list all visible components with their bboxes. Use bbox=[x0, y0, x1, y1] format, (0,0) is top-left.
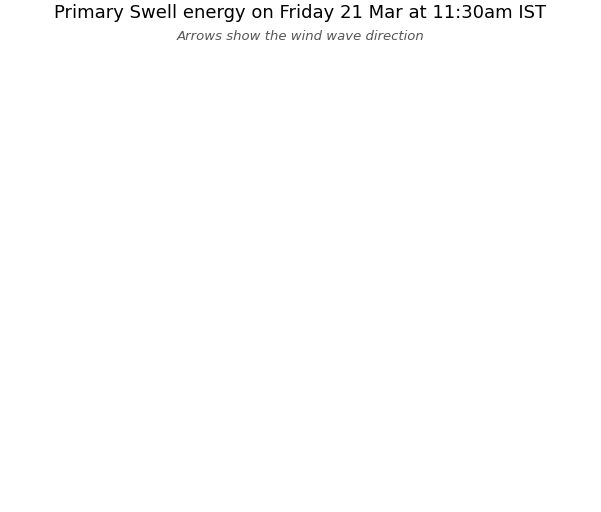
Text: Arrows show the wind wave direction: Arrows show the wind wave direction bbox=[177, 30, 424, 43]
Text: Cartopy not available: Cartopy not available bbox=[225, 272, 376, 287]
Text: Primary Swell energy on Friday 21 Mar at 11:30am IST: Primary Swell energy on Friday 21 Mar at… bbox=[55, 4, 546, 22]
